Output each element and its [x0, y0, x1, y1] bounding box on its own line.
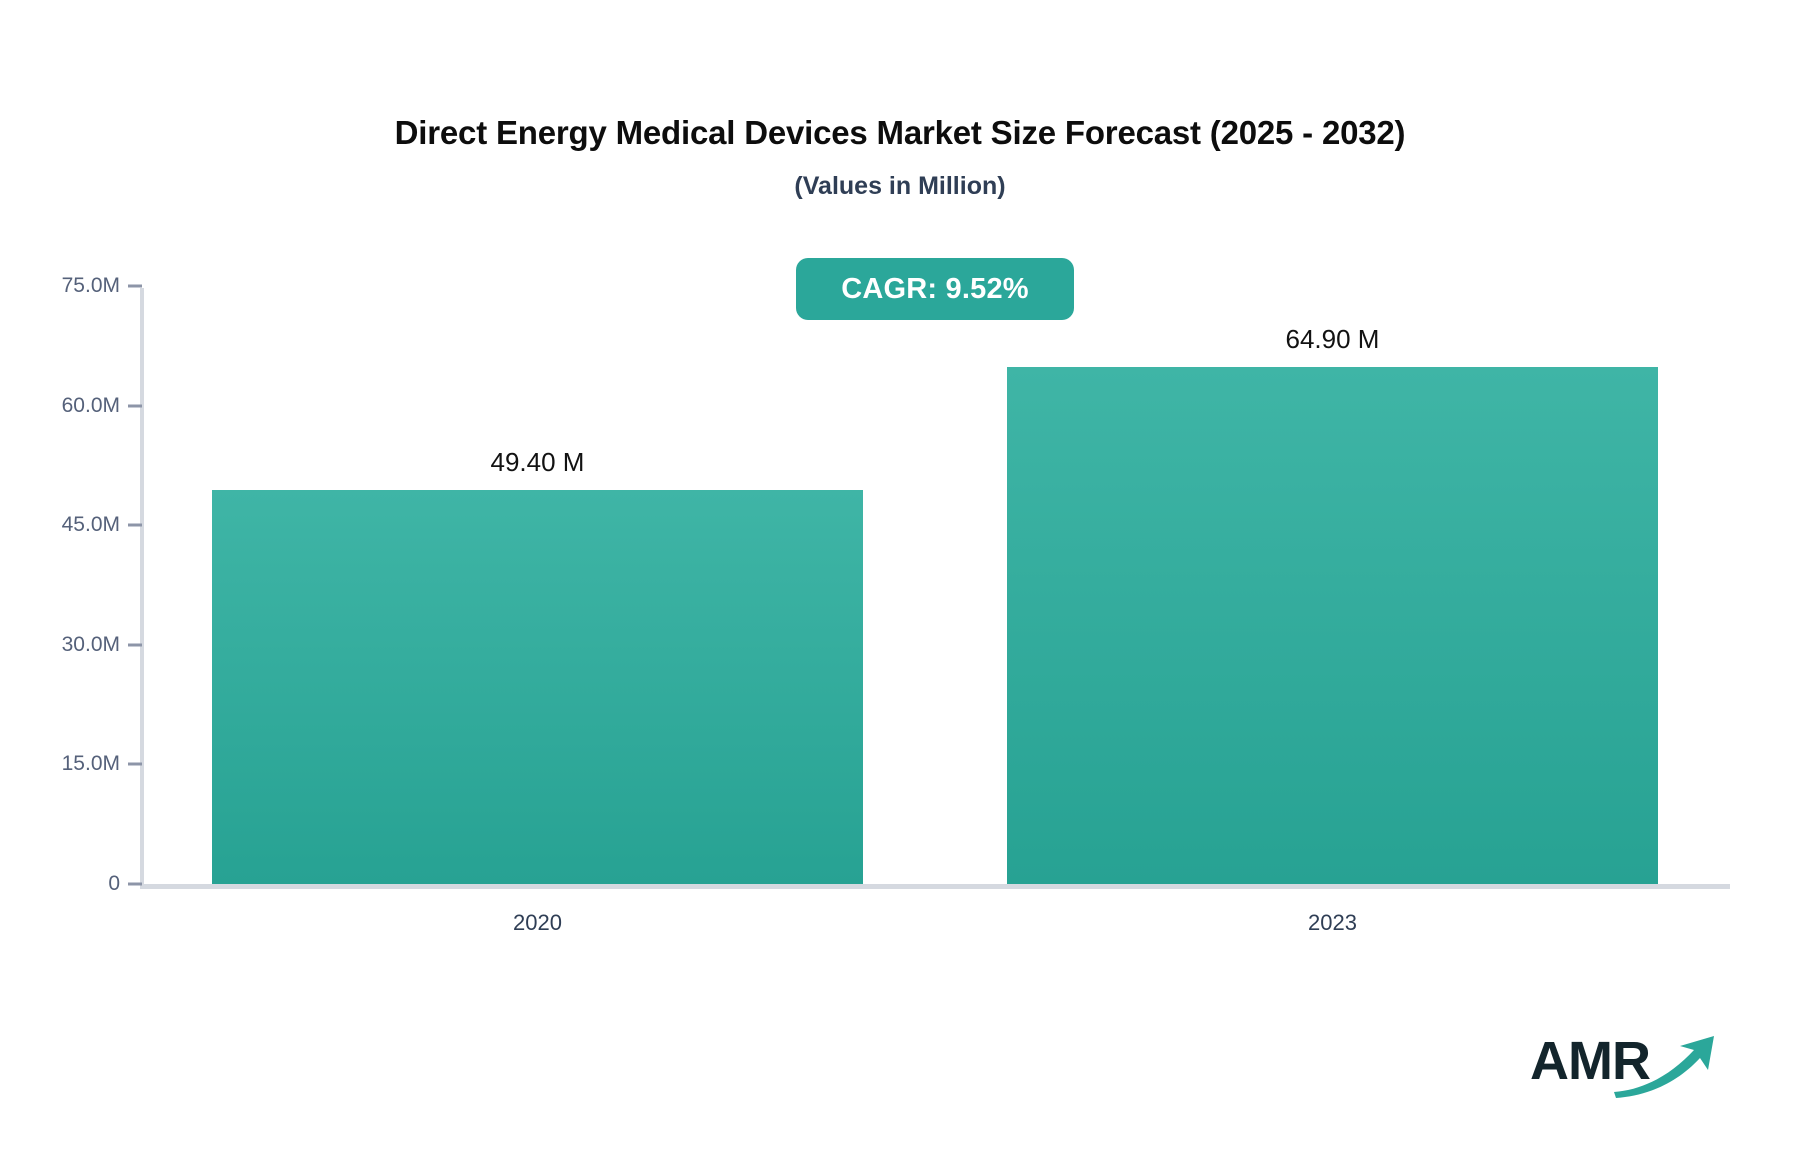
y-axis-tick-label: 45.0M [61, 513, 120, 537]
x-axis-tick-label: 2023 [1308, 910, 1357, 935]
y-axis-tick-label: 75.0M [61, 274, 120, 297]
cagr-badge: CAGR: 9.52% [796, 258, 1074, 320]
y-axis-line [140, 288, 144, 886]
y-axis-tick-label: 0 [108, 872, 120, 895]
y-axis-tick-label: 15.0M [61, 752, 120, 776]
y-axis-tick-mark [128, 284, 142, 288]
chart-title: Direct Energy Medical Devices Market Siz… [394, 114, 1406, 151]
y-axis-tick-mark [128, 882, 142, 886]
y-axis-tick-mark [128, 523, 142, 527]
y-axis-tick-label: 30.0M [61, 632, 120, 656]
y-axis-tick-label: 60.0M [61, 393, 120, 417]
bar-value-label: 49.40 M [490, 447, 585, 478]
cagr-badge-label: CAGR: 9.52% [841, 272, 1029, 305]
chart-subtitle: (Values in Million) [794, 172, 1006, 200]
x-axis-line [140, 884, 1730, 889]
y-axis-tick-mark [128, 762, 142, 766]
y-axis-tick-mark [128, 404, 142, 408]
y-axis-tick-mark [128, 643, 142, 647]
bar-2020 [211, 490, 864, 884]
x-axis-tick-label: 2020 [513, 910, 562, 935]
growth-arrow-icon [1614, 1036, 1714, 1098]
bar-group: 49.40 M 64.90 M [140, 286, 1730, 884]
bar-value-label: 64.90 M [1285, 323, 1380, 354]
bar-2023 [1006, 366, 1659, 884]
amr-logo-text: AMR [1530, 1031, 1651, 1091]
amr-logo: AMR [1530, 1028, 1720, 1100]
